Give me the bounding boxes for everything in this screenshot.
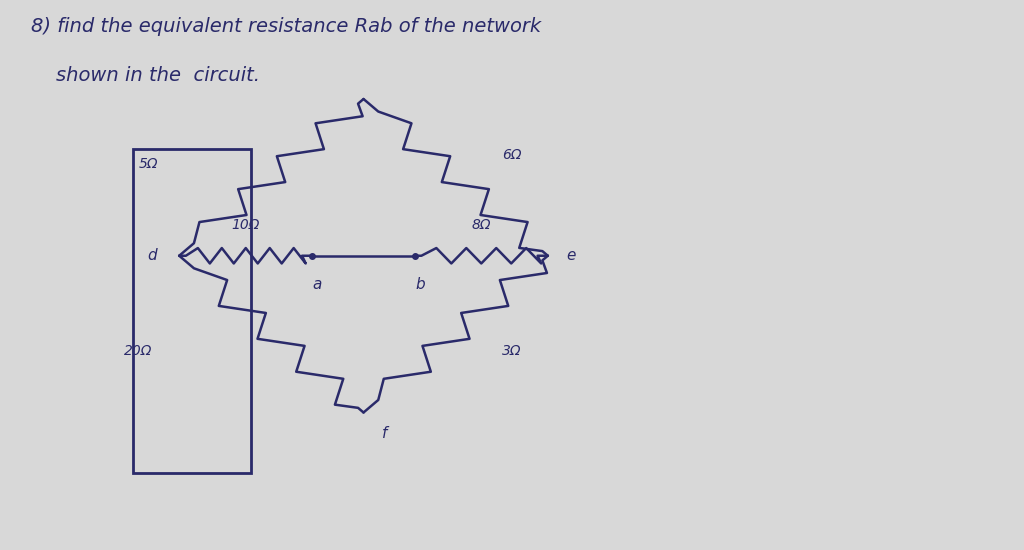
Text: d: d xyxy=(147,248,157,263)
Text: 10Ω: 10Ω xyxy=(231,218,260,233)
Text: a: a xyxy=(312,277,323,292)
Text: f: f xyxy=(382,426,387,441)
Text: b: b xyxy=(415,277,425,292)
Text: 8) find the equivalent resistance Rab of the network: 8) find the equivalent resistance Rab of… xyxy=(31,16,541,36)
Text: 6Ω: 6Ω xyxy=(502,148,522,162)
Text: 8Ω: 8Ω xyxy=(471,218,492,233)
Text: 3Ω: 3Ω xyxy=(502,344,522,358)
Bar xyxy=(133,148,251,473)
Text: shown in the  circuit.: shown in the circuit. xyxy=(31,66,260,85)
Text: 5Ω: 5Ω xyxy=(138,157,159,170)
Text: e: e xyxy=(566,248,575,263)
Text: 20Ω: 20Ω xyxy=(124,344,153,358)
